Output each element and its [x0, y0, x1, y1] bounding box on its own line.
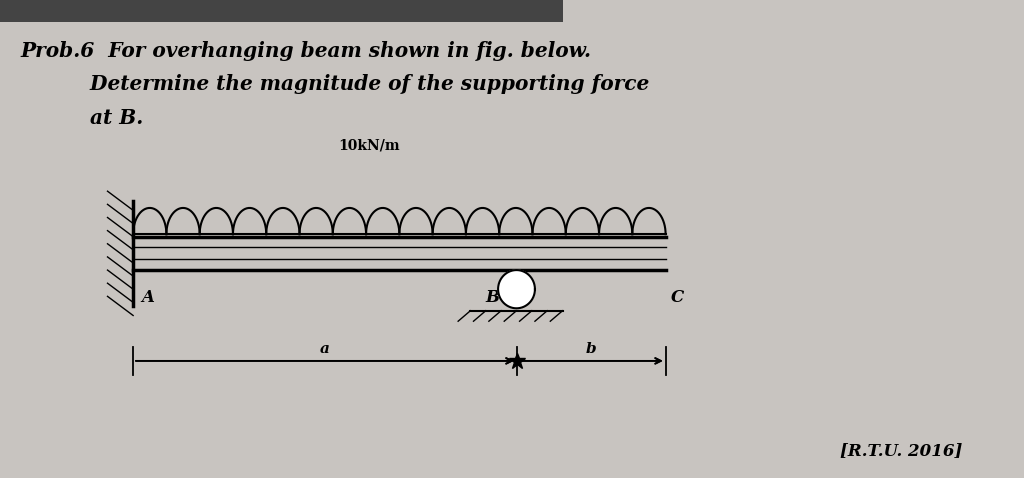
- Text: [R.T.U. 2016]: [R.T.U. 2016]: [840, 442, 963, 459]
- Polygon shape: [498, 270, 535, 308]
- Text: a: a: [319, 342, 330, 356]
- Text: 10kN/m: 10kN/m: [338, 139, 399, 153]
- Text: C: C: [671, 289, 684, 306]
- Text: Prob.6  For overhanging beam shown in fig. below.: Prob.6 For overhanging beam shown in fig…: [20, 41, 592, 61]
- Text: B: B: [485, 289, 500, 306]
- Text: b: b: [586, 342, 596, 356]
- Text: Determine the magnitude of the supporting force: Determine the magnitude of the supportin…: [20, 74, 650, 94]
- Text: at B.: at B.: [20, 108, 143, 128]
- Bar: [0, 0, 563, 22]
- Text: A: A: [141, 289, 155, 306]
